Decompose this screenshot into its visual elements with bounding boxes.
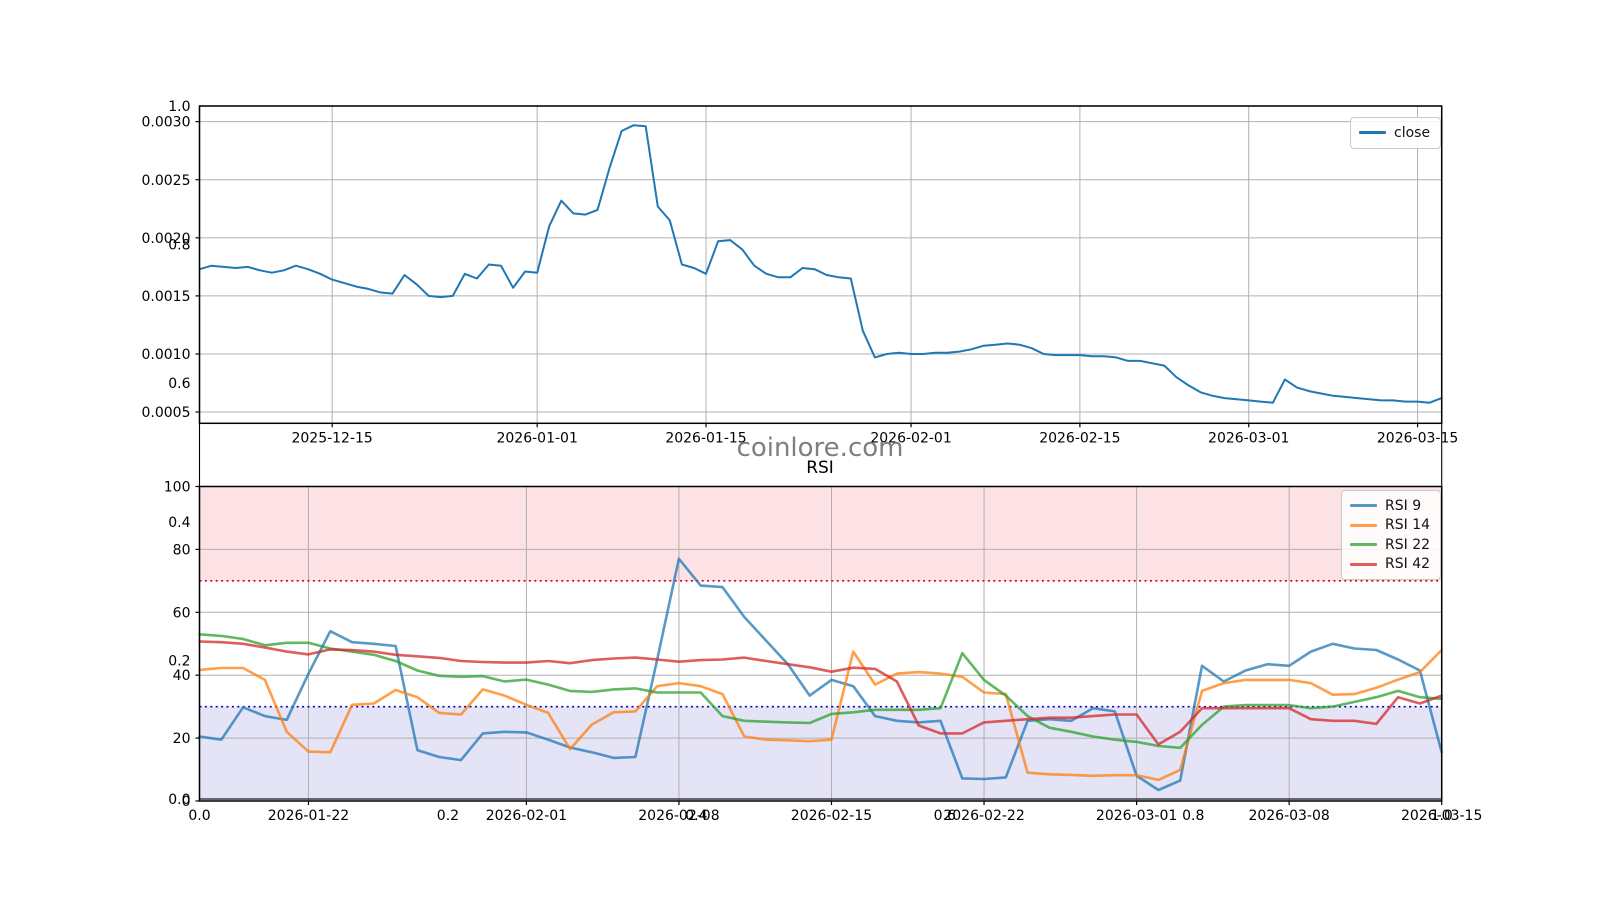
x-tick-label: 2026-03-01 — [1208, 430, 1289, 446]
legend-line-sample — [1350, 543, 1377, 547]
x-tick-label: 2025-12-15 — [291, 430, 372, 446]
x-tick-label: 2026-03-15 — [1401, 808, 1482, 824]
x-tick-label: 2026-01-22 — [268, 808, 349, 824]
overlay-y-tick-label: 0.2 — [168, 653, 190, 669]
legend-item-rsi-22: RSI 22 — [1350, 535, 1430, 555]
x-tick-label: 2026-02-15 — [1039, 430, 1120, 446]
rsi-chart-title: RSI — [806, 458, 834, 478]
overlay-axes-frame — [198, 105, 1443, 800]
rsi-chart: 2026-01-22 2026-02-01 2026-02-08 2026-02-15… — [164, 480, 1483, 825]
price-chart: 2025-12-15 2026-01-01 2026-01-15 2026-02-01… — [142, 105, 1458, 446]
x-tick-label: 2026-01-15 — [665, 430, 746, 446]
x-tick-label: 2026-02-22 — [943, 808, 1024, 824]
legend-line-sample — [1350, 523, 1377, 527]
x-tick-label: 2026-02-01 — [486, 808, 567, 824]
legend-item-rsi-9: RSI 9 — [1350, 496, 1430, 516]
legend-item-close: close — [1359, 123, 1430, 143]
rsi-42-series-line — [198, 640, 1443, 746]
legend-line-sample — [1350, 562, 1377, 566]
y-tick-label: 0.0010 — [142, 347, 191, 363]
legend-line-sample — [1359, 131, 1386, 135]
legend-label: RSI 14 — [1385, 517, 1431, 534]
rsi-14-series-line — [198, 648, 1443, 782]
oversold-band — [199, 706, 1442, 801]
rsi-chart-legend: RSI 9 RSI 14 RSI 22 RSI 42 — [1341, 490, 1442, 580]
y-tick-label: 40 — [173, 668, 191, 684]
legend-label: RSI 9 — [1385, 497, 1422, 514]
overlay-y-tick-label: 1.0 — [168, 99, 190, 115]
overlay-y-tick-label: 0.6 — [168, 376, 190, 392]
x-tick-label: 2026-01-01 — [496, 430, 577, 446]
legend-line-sample — [1350, 504, 1377, 508]
x-tick-label: 2026-02-01 — [870, 430, 951, 446]
overlay-x-tick-label: 0.0 — [188, 808, 210, 824]
overlay-y-tick-label: 0.0 — [168, 792, 190, 808]
legend-item-rsi-14: RSI 14 — [1350, 516, 1430, 536]
axes-frame — [198, 105, 1443, 425]
overlay-x-tick-label: 0.6 — [934, 808, 956, 824]
overlay-y-tick-label: 0.8 — [168, 238, 190, 254]
overlay-x-tick-label: 0.4 — [685, 808, 707, 824]
y-tick-label: 60 — [173, 605, 191, 621]
overlay-axes: 0.0 0.2 0.4 0.6 0.8 1.0 0.0 0.2 0.4 0.6 0.8 1.0 — [168, 99, 1453, 824]
y-tick-label: 100 — [164, 480, 191, 496]
y-tick-label: 0 — [182, 794, 191, 810]
rsi-9-series-line — [198, 557, 1443, 792]
legend-label: RSI 42 — [1385, 556, 1431, 573]
y-tick-label: 0.0020 — [142, 231, 191, 247]
legend-item-rsi-42: RSI 42 — [1350, 555, 1430, 575]
overlay-y-tick-label: 0.4 — [168, 515, 190, 531]
overbought-band — [199, 486, 1442, 581]
watermark: coinlore.com — [736, 433, 904, 463]
y-tick-label: 0.0030 — [142, 115, 191, 131]
x-tick-label: 2026-02-08 — [638, 808, 719, 824]
overlay-x-tick-label: 0.8 — [1182, 808, 1204, 824]
x-tick-label: 2026-02-15 — [791, 808, 872, 824]
overlay-x-tick-label: 1.0 — [1431, 808, 1453, 824]
y-tick-label: 0.0015 — [142, 289, 191, 305]
y-tick-label: 20 — [173, 731, 191, 747]
legend-label: RSI 22 — [1385, 536, 1431, 553]
overlay-x-tick-label: 0.2 — [437, 808, 459, 824]
rsi-22-series-line — [198, 632, 1443, 750]
y-tick-label: 0.0005 — [142, 405, 191, 421]
y-tick-label: 80 — [173, 542, 191, 558]
close-series-line — [198, 124, 1443, 404]
legend-label: close — [1394, 124, 1431, 141]
x-tick-label: 2026-03-15 — [1377, 430, 1458, 446]
price-chart-legend: close — [1350, 117, 1442, 149]
x-tick-label: 2026-03-08 — [1248, 808, 1329, 824]
x-tick-label: 2026-03-01 — [1096, 808, 1177, 824]
y-tick-label: 0.0025 — [142, 173, 191, 189]
